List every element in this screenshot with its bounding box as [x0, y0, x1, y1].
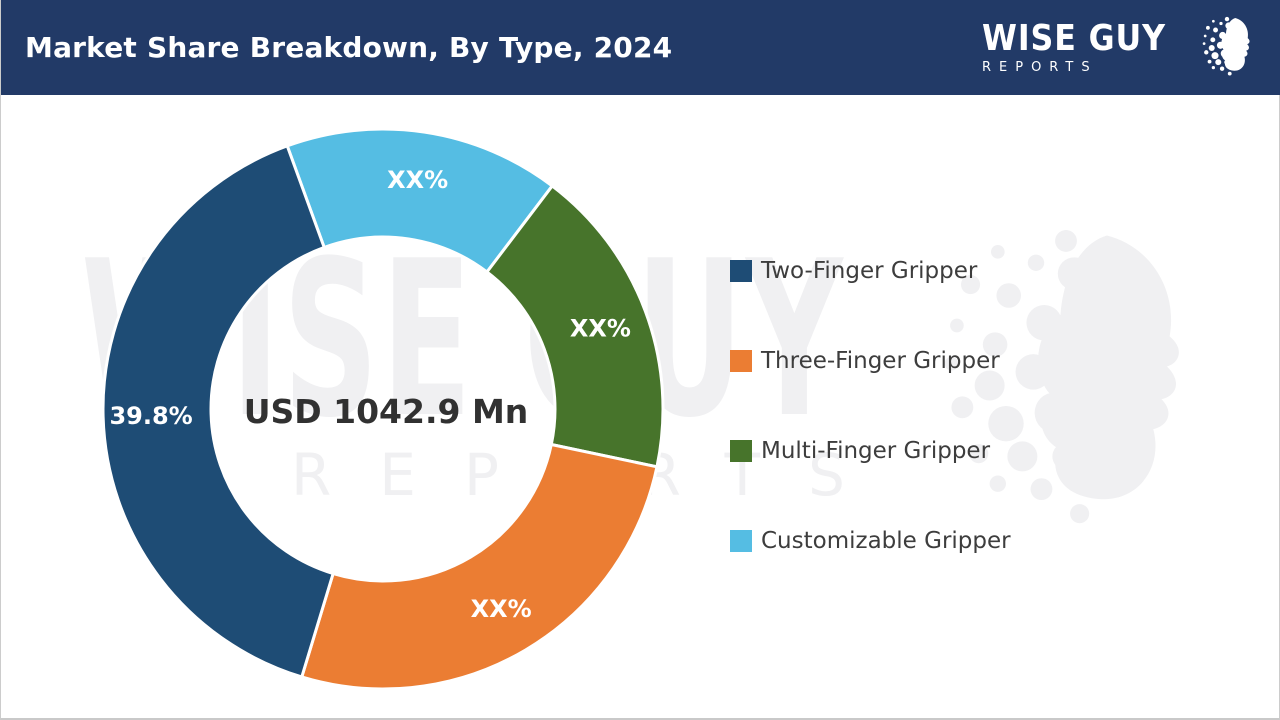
donut-slice-label: 39.8% — [109, 402, 192, 430]
logo-reports-text: REPORTS — [981, 60, 1098, 75]
donut-chart: XX% XX% XX% 39.8% — [101, 127, 665, 691]
legend-item-customizable-gripper: Customizable Gripper — [730, 527, 1011, 554]
legend-item-two-finger-gripper: Two-Finger Gripper — [730, 257, 1011, 284]
legend-swatch — [730, 530, 752, 552]
header: Market Share Breakdown, By Type, 2024 WI… — [1, 0, 1280, 95]
wiseguy-logo: WISE GUY REPORTS — [982, 12, 1257, 84]
donut-segment-two-finger-gripper — [101, 144, 335, 679]
page-title: Market Share Breakdown, By Type, 2024 — [25, 31, 673, 64]
legend-swatch — [730, 350, 752, 372]
legend-label: Three-Finger Gripper — [761, 347, 1000, 374]
legend-swatch — [730, 260, 752, 282]
donut-segment-multi-finger-gripper — [485, 184, 665, 469]
donut-segment-three-finger-gripper — [300, 443, 659, 691]
legend-item-three-finger-gripper: Three-Finger Gripper — [730, 347, 1011, 374]
legend-label: Two-Finger Gripper — [761, 257, 978, 284]
legend: Two-Finger Gripper Three-Finger Gripper Mu… — [730, 257, 1011, 554]
donut-slice-label: XX% — [570, 314, 631, 342]
legend-label: Multi-Finger Gripper — [761, 437, 991, 464]
logo-wordmark: WISE GUY REPORTS — [981, 18, 1191, 75]
wiseguy-face-icon — [1197, 12, 1257, 84]
donut-segment-customizable-gripper — [285, 127, 554, 274]
legend-item-multi-finger-gripper: Multi-Finger Gripper — [730, 437, 1011, 464]
legend-label: Customizable Gripper — [761, 527, 1011, 554]
donut-slice-label: XX% — [471, 595, 532, 623]
donut-center-label: USD 1042.9 Mn — [243, 392, 529, 431]
legend-swatch — [730, 440, 752, 462]
donut-slice-label: XX% — [387, 166, 448, 194]
logo-wiseguy-text: WISE GUY — [981, 18, 1166, 59]
